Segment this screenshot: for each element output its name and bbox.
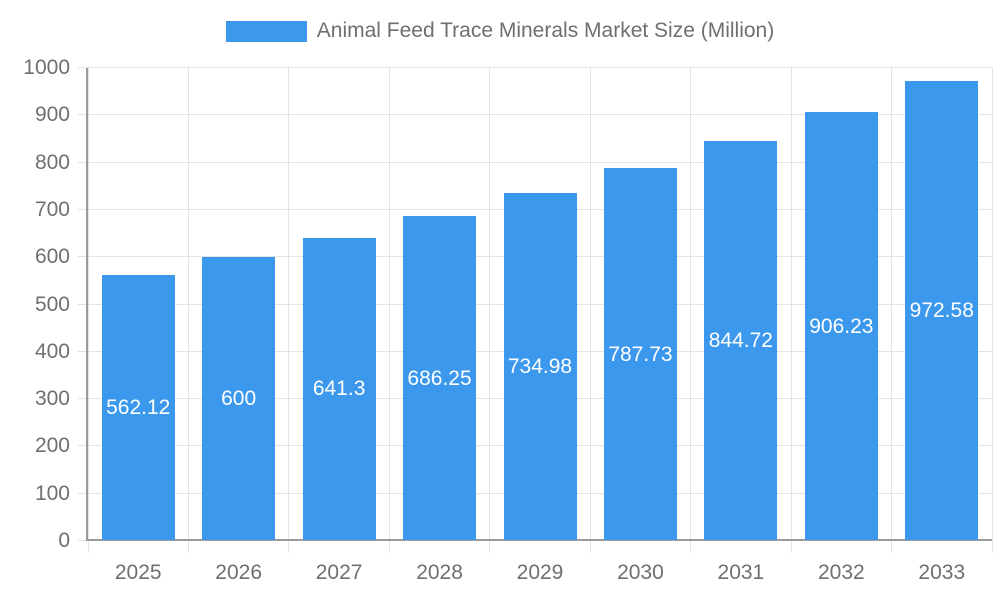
gridline-vertical bbox=[489, 68, 491, 553]
x-axis-tick-label: 2033 bbox=[918, 561, 966, 584]
bar-value-label: 787.73 bbox=[608, 342, 673, 366]
gridline-vertical bbox=[288, 68, 290, 553]
y-axis-tick-label: 400 bbox=[34, 339, 70, 363]
x-axis-tick-label: 2032 bbox=[817, 561, 865, 584]
legend[interactable]: Animal Feed Trace Minerals Market Size (… bbox=[0, 19, 1000, 43]
gridline-horizontal bbox=[78, 161, 992, 163]
gridline-vertical bbox=[891, 68, 893, 553]
bar-value-label: 844.72 bbox=[708, 329, 773, 353]
y-axis-tick-label: 1000 bbox=[23, 56, 70, 79]
gridline-horizontal bbox=[78, 114, 992, 116]
legend-label: Animal Feed Trace Minerals Market Size (… bbox=[316, 19, 775, 42]
bar-2033[interactable] bbox=[905, 80, 979, 540]
bar-2030[interactable] bbox=[603, 168, 677, 540]
gridline-vertical bbox=[790, 68, 792, 553]
y-axis-tick-label: 900 bbox=[34, 103, 70, 127]
bar-value-label: 972.58 bbox=[909, 298, 974, 322]
x-axis-tick-label: 2029 bbox=[516, 561, 564, 584]
y-axis-tick-label: 300 bbox=[34, 387, 70, 411]
bar-value-label: 600 bbox=[221, 387, 257, 411]
gridline-vertical bbox=[991, 68, 993, 553]
bar-value-label: 734.98 bbox=[507, 355, 573, 379]
y-axis-line bbox=[86, 68, 88, 541]
gridline-vertical bbox=[87, 68, 89, 553]
x-axis-tick-label: 2027 bbox=[315, 561, 363, 584]
x-axis-tick-label: 2030 bbox=[617, 561, 664, 584]
x-axis-tick-label: 2031 bbox=[717, 561, 765, 584]
x-axis-line bbox=[86, 539, 992, 541]
bar-2032[interactable] bbox=[804, 112, 878, 540]
y-axis-tick-label: 800 bbox=[34, 150, 70, 174]
bar-2027[interactable] bbox=[302, 237, 376, 540]
bar-value-label: 686.25 bbox=[407, 366, 472, 390]
y-axis-tick-label: 0 bbox=[58, 529, 70, 552]
legend-swatch bbox=[225, 20, 307, 42]
y-axis-tick-label: 500 bbox=[34, 292, 70, 316]
bar-value-label: 562.12 bbox=[106, 396, 171, 420]
bar-2026[interactable] bbox=[202, 257, 276, 540]
gridline-vertical bbox=[388, 68, 390, 553]
y-axis-tick-label: 100 bbox=[34, 481, 70, 505]
bar-2031[interactable] bbox=[704, 141, 778, 540]
gridline-vertical bbox=[589, 68, 591, 553]
gridline-horizontal bbox=[78, 67, 992, 68]
bar-2029[interactable] bbox=[503, 193, 577, 540]
gridline-vertical bbox=[690, 68, 692, 553]
x-axis-tick-label: 2028 bbox=[416, 561, 463, 584]
x-axis-tick-label: 2025 bbox=[114, 561, 162, 584]
y-axis-tick-label: 200 bbox=[34, 434, 70, 458]
gridline-vertical bbox=[187, 68, 189, 553]
x-axis-tick-label: 2026 bbox=[215, 561, 263, 584]
bar-2028[interactable] bbox=[403, 216, 477, 540]
bar-2025[interactable] bbox=[101, 275, 175, 540]
bar-value-label: 906.23 bbox=[809, 314, 874, 338]
y-axis-tick-label: 600 bbox=[34, 245, 70, 269]
bar-value-label: 641.3 bbox=[312, 377, 366, 401]
y-axis-tick-label: 700 bbox=[34, 197, 70, 221]
